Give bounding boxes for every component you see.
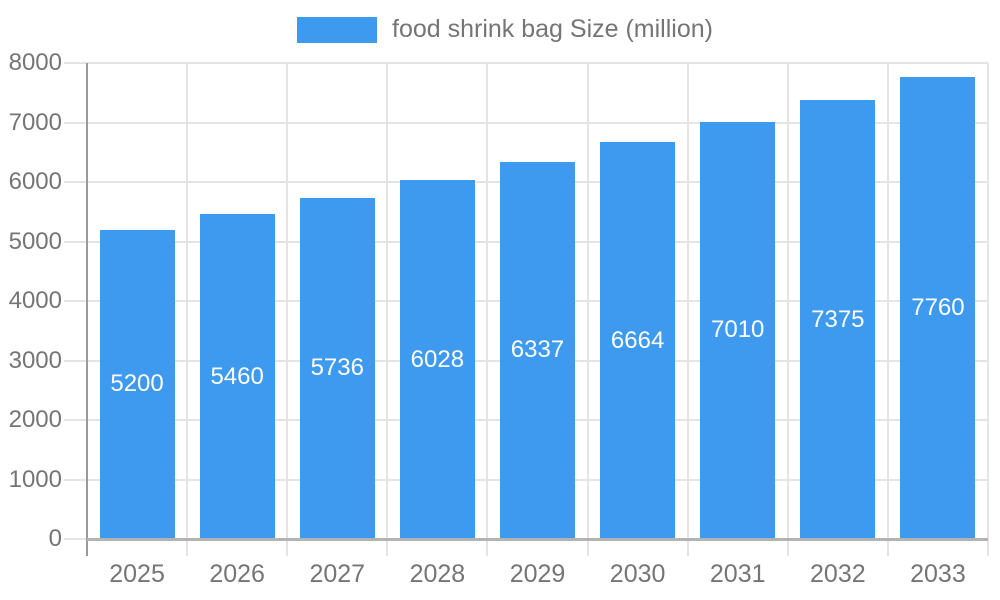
x-tick-mark	[786, 539, 789, 556]
x-tick-mark	[586, 539, 589, 556]
bar-value-label: 7760	[911, 294, 965, 322]
y-tick-mark	[64, 181, 87, 183]
y-tick-mark	[64, 419, 87, 421]
legend-label: food shrink bag Size (million)	[392, 15, 713, 43]
bar	[800, 100, 876, 539]
y-gridline	[87, 62, 988, 64]
x-gridline	[686, 63, 689, 539]
bar	[500, 161, 575, 539]
y-tick-mark	[64, 62, 87, 64]
x-tick-label: 2030	[609, 560, 666, 588]
x-gridline	[286, 63, 289, 539]
bar-value-label: 6028	[410, 345, 465, 373]
y-tick-mark	[64, 359, 87, 362]
y-tick-label: 8000	[8, 49, 62, 76]
y-tick-label: 1000	[8, 465, 62, 493]
x-gridline	[586, 63, 589, 539]
x-tick-mark	[886, 539, 889, 556]
y-tick-label: 2000	[8, 406, 62, 433]
x-tick-label: 2027	[309, 560, 366, 588]
bar-value-label: 5736	[310, 354, 364, 382]
y-tick-mark	[64, 240, 87, 243]
x-tick-label: 2032	[810, 560, 866, 588]
bar-value-label: 7375	[811, 305, 865, 333]
y-tick-label: 3000	[8, 346, 62, 374]
bar	[299, 197, 375, 539]
x-gridline	[386, 63, 389, 539]
x-tick-label: 2033	[910, 560, 966, 588]
bar	[399, 180, 475, 539]
legend: food shrink bag Size (million)	[297, 15, 713, 44]
x-tick-label: 2028	[409, 560, 466, 588]
bar	[900, 77, 976, 539]
y-tick-mark	[64, 121, 87, 124]
y-axis-line	[86, 63, 88, 556]
x-tick-mark	[286, 539, 289, 556]
y-tick-label: 5000	[8, 227, 62, 255]
y-tick-mark	[64, 478, 87, 481]
x-tick-label: 2029	[509, 560, 566, 588]
bar	[199, 214, 275, 539]
bar	[600, 142, 676, 539]
x-gridline	[987, 63, 989, 539]
x-tick-label: 2031	[709, 560, 766, 588]
x-tick-mark	[686, 539, 689, 556]
bar-value-label: 5200	[110, 370, 164, 398]
x-tick-mark	[186, 539, 189, 556]
y-gridline	[87, 121, 988, 124]
y-tick-label: 4000	[8, 287, 62, 314]
x-tick-mark	[386, 539, 389, 556]
bar-value-label: 6337	[510, 336, 565, 364]
x-gridline	[486, 63, 489, 539]
x-tick-mark	[486, 539, 489, 556]
bar	[99, 229, 175, 539]
x-tick-label: 2025	[109, 560, 165, 588]
y-tick-mark	[64, 300, 87, 302]
x-gridline	[886, 63, 889, 539]
y-tick-label: 0	[48, 525, 62, 552]
y-tick-label: 7000	[8, 108, 62, 136]
x-gridline	[186, 63, 189, 539]
bar	[700, 121, 776, 539]
x-gridline	[786, 63, 789, 539]
bar-value-label: 6664	[610, 326, 665, 354]
y-tick-mark	[64, 538, 87, 540]
x-tick-label: 2026	[209, 560, 265, 588]
y-tick-label: 6000	[8, 168, 62, 195]
x-axis-baseline	[87, 537, 988, 541]
x-tick-mark	[987, 539, 989, 556]
legend-swatch	[297, 16, 377, 43]
bar-value-label: 5460	[210, 362, 264, 390]
bar-value-label: 7010	[711, 316, 765, 344]
